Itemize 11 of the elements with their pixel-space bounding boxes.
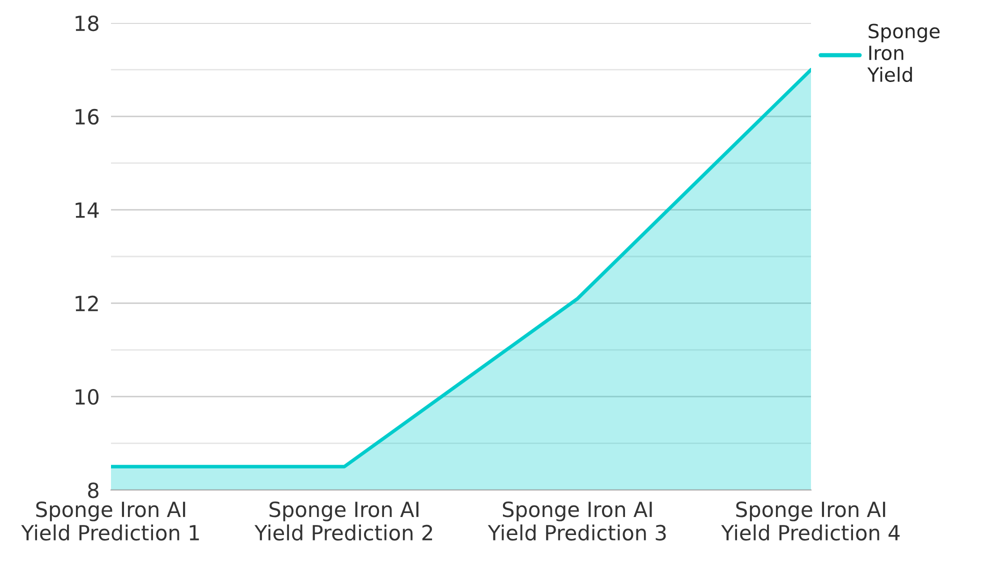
y-tick-label: 10 (76, 389, 99, 405)
y-tick-label: 18 (76, 15, 98, 32)
x-tick-label: Sponge Iron AI Yield Prediction 2 (254, 501, 432, 541)
x-tick-label: Sponge Iron AI Yield Prediction 3 (488, 501, 666, 541)
y-tick-label: 8 (88, 482, 98, 498)
y-tick-label: 12 (76, 296, 98, 312)
x-tick-label: Sponge Iron AI Yield Prediction 4 (721, 501, 900, 541)
y-tick-label: 14 (76, 202, 99, 218)
legend-label: Sponge Iron Yield (867, 24, 940, 82)
y-tick-label: 16 (76, 108, 99, 125)
x-tick-label: Sponge Iron AI Yield Prediction 1 (21, 501, 199, 541)
